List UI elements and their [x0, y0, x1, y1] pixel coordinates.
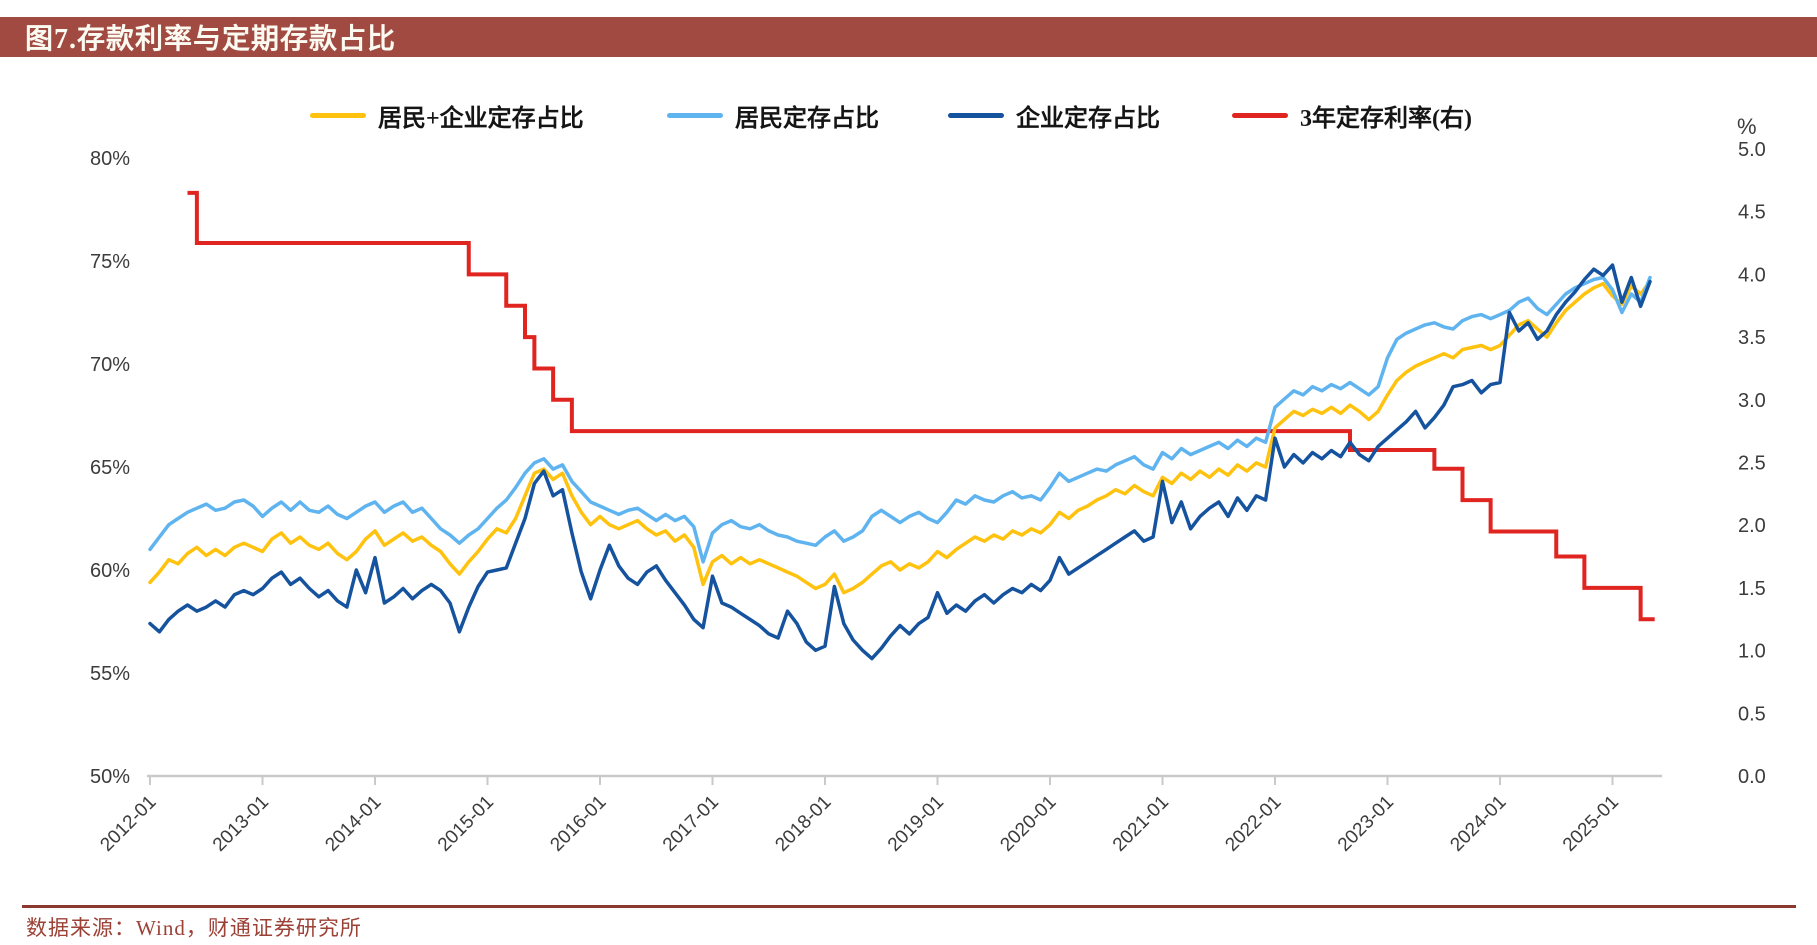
y-axis-right-tick-label: 2.0 — [1738, 515, 1766, 537]
data-source: 数据来源：Wind，财通证券研究所 — [26, 916, 362, 940]
x-axis-tick-label: 2013-01 — [209, 792, 273, 856]
y-axis-left-tick-label: 60% — [90, 560, 130, 582]
legend-swatch-yellow-line-icon — [310, 112, 366, 118]
legend-item-resident-plus-corporate: 居民+企业定存占比 — [310, 97, 584, 133]
x-axis-tick-label: 2015-01 — [434, 792, 498, 856]
legend-item-resident: 居民定存占比 — [667, 97, 879, 133]
x-axis-tick-label: 2019-01 — [884, 792, 948, 856]
y-axis-right-tick-label: 4.5 — [1738, 202, 1766, 224]
y-axis-right-tick-label: 2.5 — [1738, 453, 1766, 475]
x-axis-tick-label: 2024-01 — [1446, 792, 1510, 856]
y-axis-right-tick-label: 3.0 — [1738, 390, 1766, 412]
y-axis-right-tick-label: 5.0 — [1738, 139, 1766, 161]
x-axis-tick-label: 2022-01 — [1221, 792, 1285, 856]
y-axis-left-tick-label: 70% — [90, 354, 130, 376]
line-resident-plus-corporate-term-share — [148, 279, 1652, 595]
y-axis-right-tick-label: 3.5 — [1738, 327, 1766, 349]
legend-label: 3年定存利率(右) — [1300, 105, 1472, 132]
legend-item-3y-deposit-rate: 3年定存利率(右) — [1232, 97, 1472, 133]
x-axis-tick-label: 2020-01 — [996, 792, 1060, 856]
y-axis-left-tick-label: 50% — [90, 766, 130, 788]
x-axis-tick-label: 2023-01 — [1334, 792, 1398, 856]
x-axis-tick-label: 2014-01 — [321, 792, 385, 856]
legend-swatch-darkblue-line-icon — [948, 112, 1004, 118]
y-axis-left-tick-label: 75% — [90, 251, 130, 273]
line-corporate-term-share — [148, 263, 1652, 661]
x-axis-tick-label: 2017-01 — [659, 792, 723, 856]
x-axis-tick-label: 2025-01 — [1559, 792, 1623, 856]
legend-swatch-lightblue-line-icon — [667, 112, 723, 118]
legend-label: 居民定存占比 — [735, 105, 879, 132]
x-axis-tick-label: 2012-01 — [96, 792, 160, 856]
y-axis-right-tick-label: 1.0 — [1738, 641, 1766, 663]
y-axis-right-unit: % — [1737, 114, 1757, 139]
y-axis-right-tick-label: 4.0 — [1738, 264, 1766, 286]
legend-label: 企业定存占比 — [1016, 105, 1160, 132]
y-axis-right-tick-label: 0.5 — [1738, 703, 1766, 725]
legend-swatch-red-line-icon — [1232, 112, 1288, 118]
x-axis-tick-label: 2021-01 — [1109, 792, 1173, 856]
y-axis-left-tick-label: 80% — [90, 148, 130, 170]
figure-title-bar: 图7.存款利率与定期存款占比 — [0, 17, 1817, 57]
line-resident-term-share — [148, 275, 1652, 564]
x-axis-tick-label: 2016-01 — [546, 792, 610, 856]
y-axis-left-tick-label: 65% — [90, 457, 130, 479]
figure-title: 图7.存款利率与定期存款占比 — [25, 24, 397, 55]
y-axis-right-tick-label: 1.5 — [1738, 578, 1766, 600]
line-3y-deposit-rate — [187, 190, 1655, 622]
legend-label: 居民+企业定存占比 — [378, 105, 584, 132]
y-axis-left-tick-label: 55% — [90, 663, 130, 685]
x-axis-tick-label: 2018-01 — [771, 792, 835, 856]
y-axis-right-tick-label: 0.0 — [1738, 766, 1766, 788]
source-divider — [22, 905, 1796, 908]
legend-item-corporate: 企业定存占比 — [948, 97, 1160, 133]
